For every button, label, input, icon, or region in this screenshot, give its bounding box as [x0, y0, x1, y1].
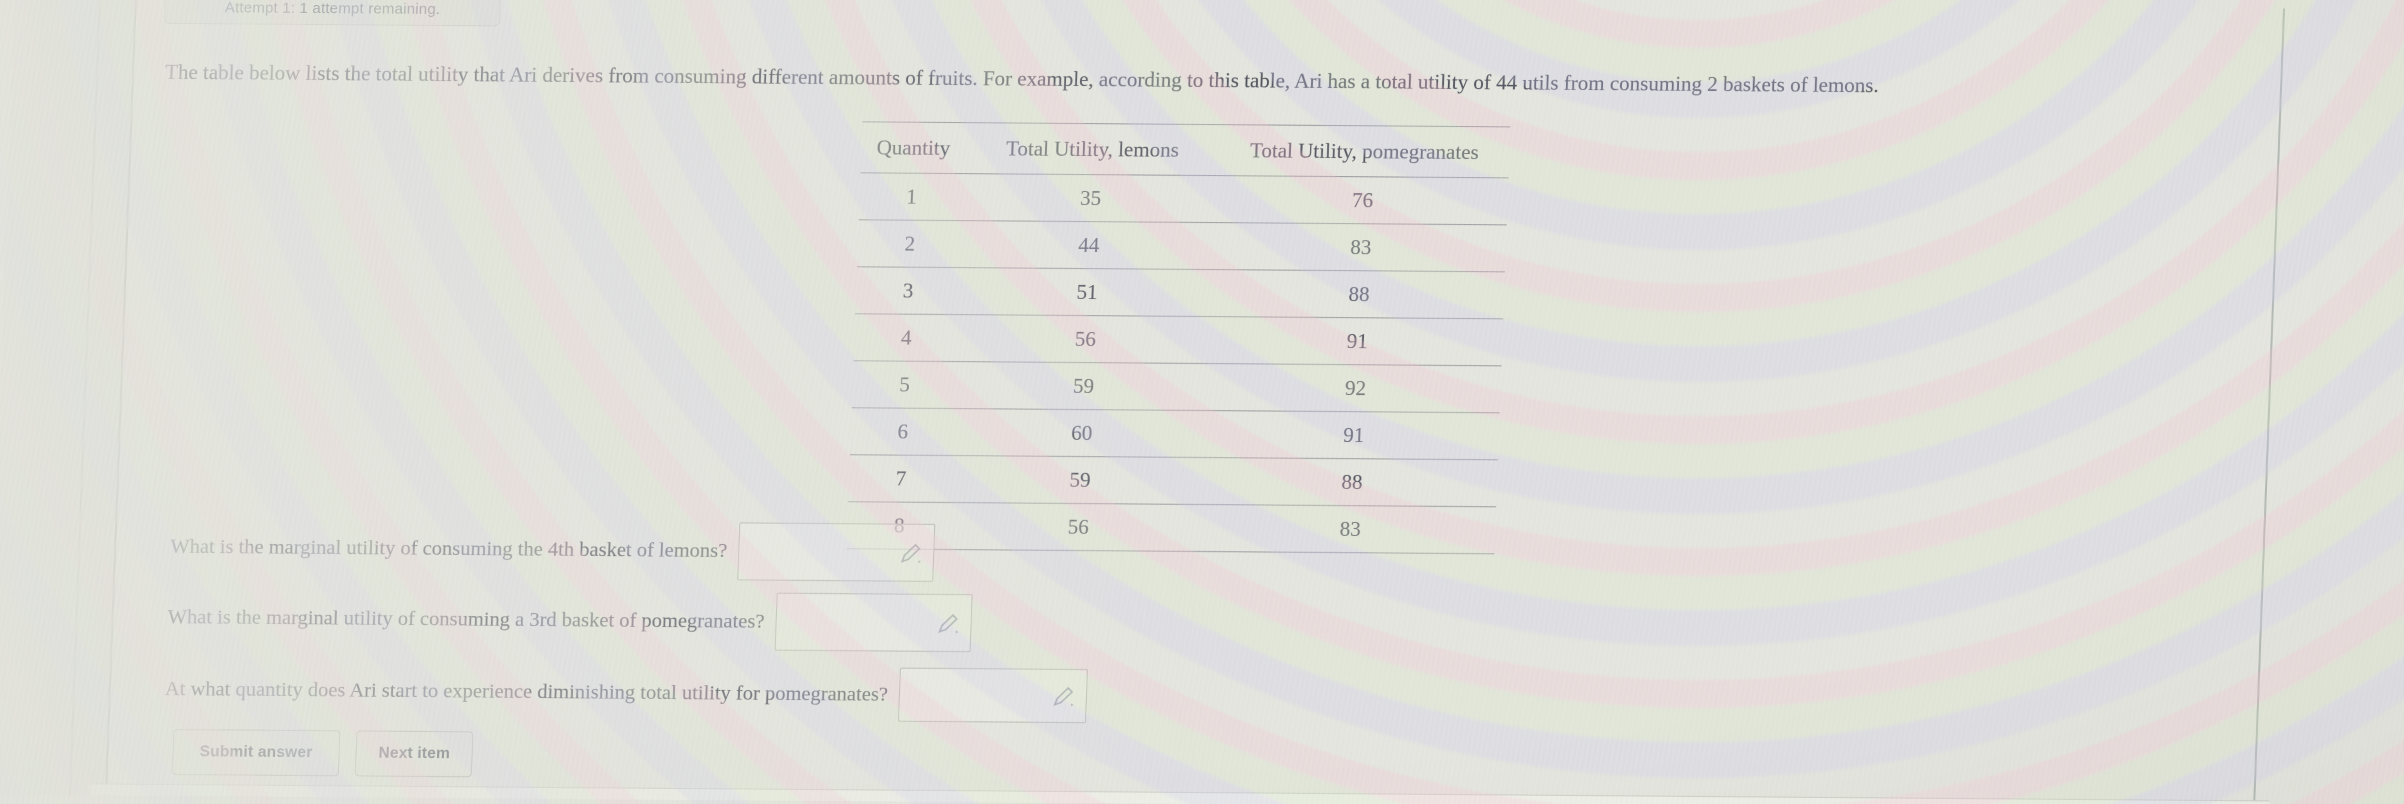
answer-input-3[interactable]	[898, 668, 1087, 723]
table-cell-quantity: 5	[851, 360, 958, 409]
table-cell-quantity: 7	[848, 454, 954, 503]
left-margin-strip	[0, 0, 136, 796]
question-row-1: What is the marginal utility of consumin…	[169, 516, 936, 584]
table-cell-pomegranates: 88	[1213, 269, 1505, 319]
table-cell-lemons: 56	[957, 314, 1214, 364]
table-cell-quantity: 4	[853, 313, 960, 362]
panel-bottom-edge	[88, 783, 2270, 804]
question-row-2: What is the marginal utility of consumin…	[166, 586, 973, 654]
table-cell-pomegranates: 76	[1216, 175, 1509, 225]
table-row: 7 59 88	[848, 454, 1498, 507]
table-cell-quantity: 2	[856, 219, 963, 268]
answer-box-3	[897, 667, 1088, 724]
utility-table-body: 1357624483351884569155992660917598885683	[846, 172, 1509, 554]
question-text-1: What is the marginal utility of consumin…	[169, 535, 728, 562]
table-cell-quantity: 3	[855, 266, 961, 315]
table-cell-pomegranates: 91	[1207, 410, 1500, 460]
action-buttons: Submit answer Next item	[171, 728, 474, 778]
next-item-button[interactable]: Next item	[354, 730, 474, 778]
table-row: 5 59 92	[851, 360, 1502, 413]
table-row: 6 60 91	[849, 407, 1500, 460]
table-cell-pomegranates: 83	[1204, 504, 1497, 554]
table-cell-lemons: 44	[960, 220, 1217, 270]
answer-box-1	[737, 522, 936, 582]
attempt-banner-label: Attempt 1: 1 attempt remaining.	[224, 0, 441, 19]
table-cell-lemons: 51	[959, 267, 1215, 317]
table-cell-pomegranates: 91	[1211, 316, 1504, 366]
col-header-quantity: Quantity	[860, 121, 967, 174]
col-header-pomegranates: Total Utility, pomegranates	[1218, 124, 1511, 178]
table-row: 3 51 88	[855, 266, 1505, 319]
question-row-3: At what quantity does Ari start to exper…	[164, 658, 1088, 727]
table-row: 4 56 91	[853, 313, 1504, 366]
table-row: 2 44 83	[856, 219, 1507, 272]
intro-text: The table below lists the total utility …	[164, 59, 1880, 98]
col-header-lemons: Total Utility, lemons	[964, 122, 1221, 176]
table-cell-lemons: 56	[950, 502, 1207, 552]
question-text-3: At what quantity does Ari start to exper…	[164, 677, 889, 706]
table-header-row: Quantity Total Utility, lemons Total Uti…	[860, 121, 1511, 178]
question-text-2: What is the marginal utility of consumin…	[167, 605, 765, 633]
table-cell-lemons: 59	[955, 361, 1212, 411]
panel-divider-right	[2252, 8, 2286, 804]
answer-input-1[interactable]	[738, 523, 935, 581]
answer-input-2[interactable]	[775, 593, 972, 652]
table-cell-pomegranates: 88	[1206, 457, 1498, 507]
table-cell-pomegranates: 92	[1209, 363, 1502, 413]
table-row: 1 35 76	[858, 172, 1509, 225]
table-cell-pomegranates: 83	[1214, 222, 1507, 272]
answer-box-2	[774, 592, 973, 653]
utility-table: Quantity Total Utility, lemons Total Uti…	[846, 121, 1511, 554]
table-cell-quantity: 1	[858, 172, 965, 221]
table-cell-lemons: 60	[953, 408, 1210, 458]
table-cell-quantity: 6	[849, 407, 956, 456]
table-cell-lemons: 35	[962, 173, 1219, 223]
submit-answer-button[interactable]: Submit answer	[171, 728, 341, 777]
attempt-banner: Attempt 1: 1 attempt remaining.	[163, 0, 502, 27]
table-cell-lemons: 59	[952, 455, 1208, 505]
